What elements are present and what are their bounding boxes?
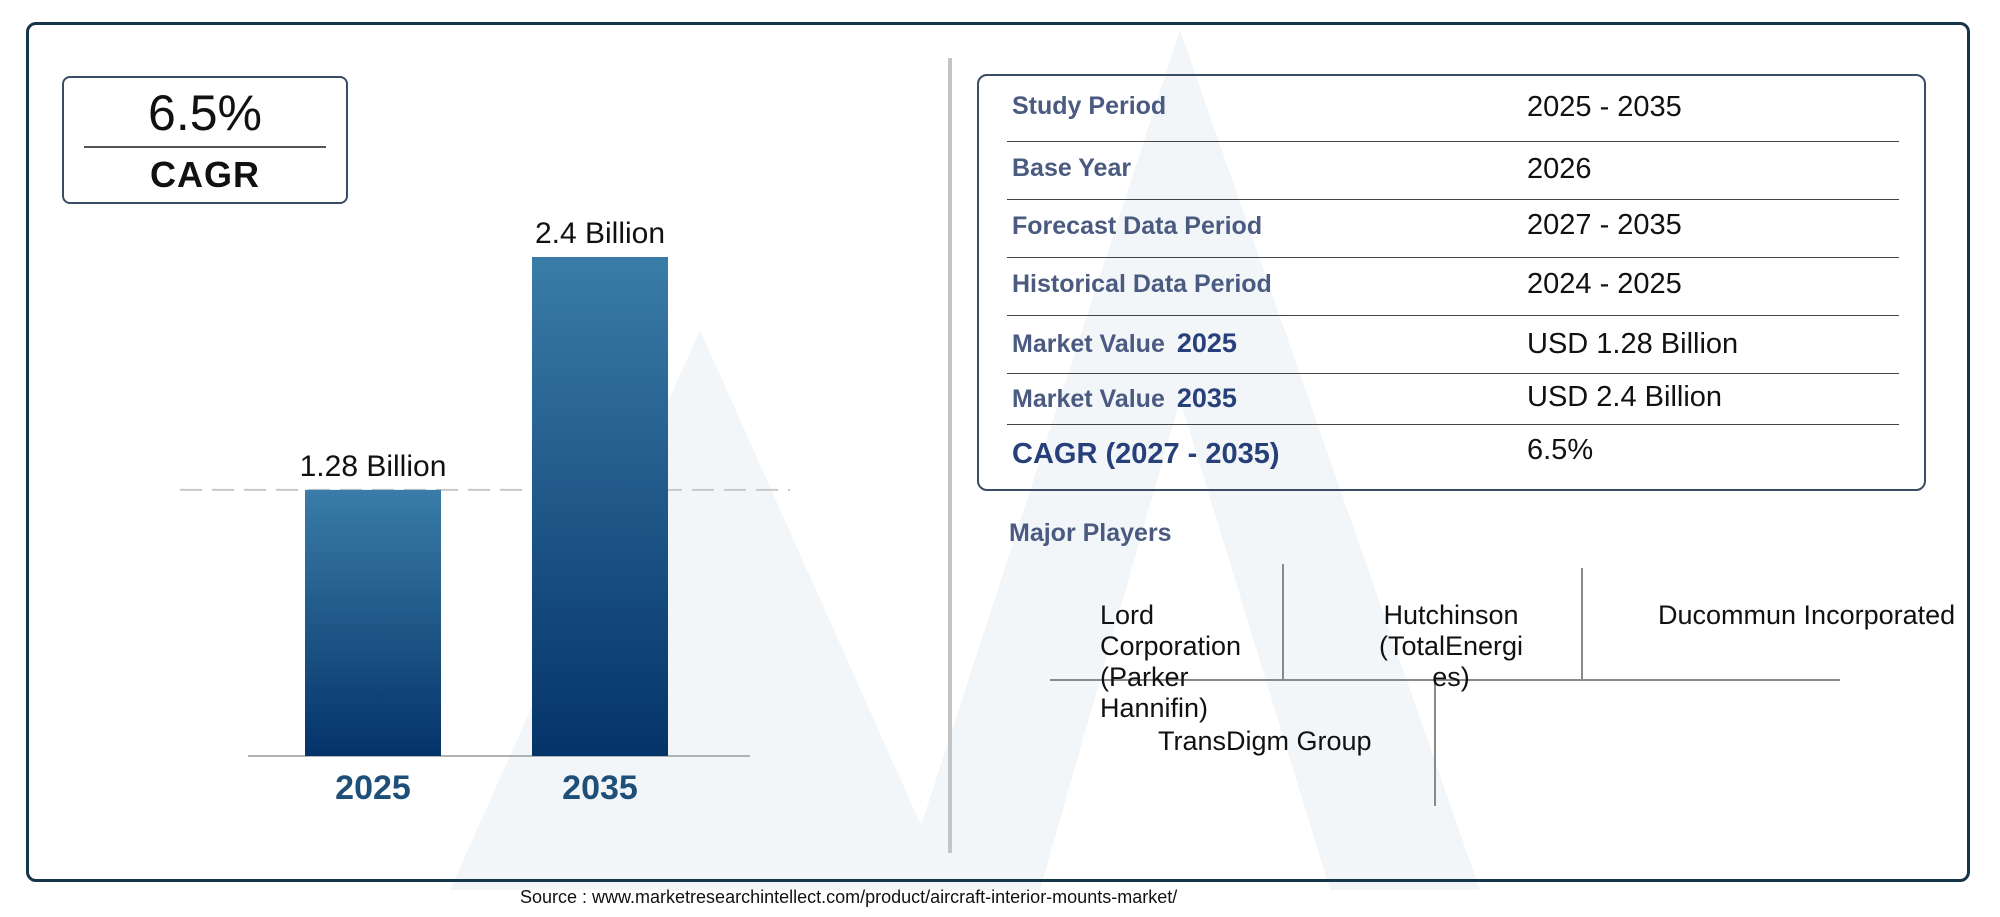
player-transdigm: TransDigm Group: [1158, 726, 1372, 756]
players-separator: [1434, 681, 1436, 806]
bar-value-label: 1.28 Billion: [300, 450, 447, 483]
cagr-badge: 6.5% CAGR: [62, 76, 348, 204]
summary-table: Study Period 2025 - 2035 Base Year 2026 …: [977, 74, 1926, 491]
row-value: USD 2.4 Billion: [1527, 381, 1723, 413]
table-row-market-value-2035: Market Value 2035 USD 2.4 Billion: [1007, 373, 1899, 425]
outer-frame: [26, 22, 1970, 882]
players-separator: [1282, 564, 1284, 679]
row-label-text: Market Value: [1012, 330, 1165, 358]
bar-value-label: 2.4 Billion: [535, 217, 665, 250]
row-value: 6.5%: [1527, 434, 1594, 466]
cagr-badge-rule: [84, 146, 326, 148]
bar-2025: [305, 489, 441, 756]
players-baseline: [1050, 679, 1840, 681]
player-hutchinson: Hutchinson (TotalEnergies): [1378, 600, 1524, 692]
cagr-badge-value: 6.5%: [148, 85, 262, 141]
row-label: Historical Data Period: [1012, 270, 1272, 298]
row-label: CAGR (2027 - 2035): [1012, 438, 1280, 470]
major-players-title: Major Players: [1009, 519, 1172, 547]
bar-2035: [532, 257, 668, 756]
x-tick-label: 2035: [562, 769, 638, 807]
bar-chart: 1.28 Billion 2025 2.4 Billion 2035: [180, 217, 790, 807]
row-label-text: Market Value: [1012, 385, 1165, 413]
players-separator: [1581, 568, 1583, 679]
row-value: 2025 - 2035: [1527, 91, 1682, 123]
player-ducommun: Ducommun Incorporated: [1658, 600, 1956, 630]
source-note: Source : www.marketresearchintellect.com…: [520, 887, 1178, 907]
table-row-historical-period: Historical Data Period 2024 - 2025: [1007, 257, 1899, 316]
table-row-base-year: Base Year 2026: [1007, 141, 1899, 200]
row-label: Forecast Data Period: [1012, 212, 1263, 240]
row-label: Market Value 2025: [1012, 328, 1237, 359]
table-row-market-value-2025: Market Value 2025 USD 1.28 Billion: [1007, 315, 1899, 374]
row-label-year: 2025: [1176, 328, 1237, 358]
x-tick-label: 2025: [335, 769, 411, 807]
player-lord-corporation: Lord Corporation (Parker Hannifin): [1100, 600, 1242, 723]
row-label: Base Year: [1012, 154, 1132, 182]
table-row-cagr: CAGR (2027 - 2035) 6.5%: [1007, 424, 1899, 484]
vertical-divider: [948, 58, 952, 853]
cagr-badge-label: CAGR: [150, 154, 260, 195]
row-label: Study Period: [1012, 92, 1167, 120]
row-value: 2027 - 2035: [1527, 209, 1682, 241]
row-value: 2024 - 2025: [1527, 268, 1682, 300]
row-value: 2026: [1527, 153, 1592, 185]
row-label-year: 2035: [1176, 383, 1237, 413]
row-value: USD 1.28 Billion: [1527, 328, 1739, 360]
row-label: Market Value 2035: [1012, 383, 1237, 414]
table-row-forecast-period: Forecast Data Period 2027 - 2035: [1007, 199, 1899, 258]
table-row-study-period: Study Period 2025 - 2035: [1007, 76, 1899, 142]
